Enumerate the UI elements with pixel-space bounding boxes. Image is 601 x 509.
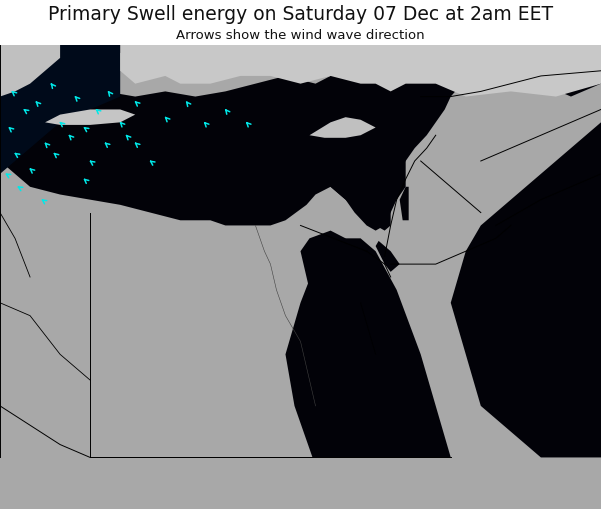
Polygon shape xyxy=(376,241,400,272)
Text: Arrows show the wind wave direction: Arrows show the wind wave direction xyxy=(176,30,425,42)
Polygon shape xyxy=(45,110,135,126)
Polygon shape xyxy=(0,46,120,175)
Polygon shape xyxy=(451,123,601,458)
Polygon shape xyxy=(270,97,406,231)
Polygon shape xyxy=(285,239,451,458)
Polygon shape xyxy=(0,46,469,231)
Polygon shape xyxy=(400,187,409,221)
Polygon shape xyxy=(310,118,376,138)
Polygon shape xyxy=(481,46,601,97)
Text: Primary Swell energy on Saturday 07 Dec at 2am EET: Primary Swell energy on Saturday 07 Dec … xyxy=(48,5,553,24)
Polygon shape xyxy=(120,46,601,97)
Polygon shape xyxy=(300,231,355,290)
Polygon shape xyxy=(0,46,60,97)
